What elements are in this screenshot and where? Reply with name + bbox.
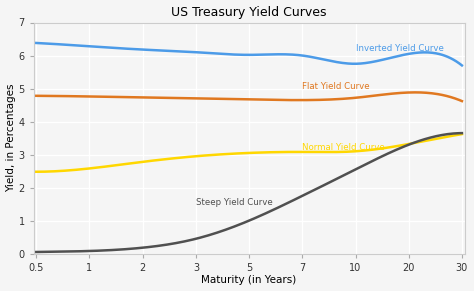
- Text: Steep Yield Curve: Steep Yield Curve: [196, 198, 273, 207]
- Y-axis label: Yield, in Percentages: Yield, in Percentages: [6, 84, 16, 192]
- Title: US Treasury Yield Curves: US Treasury Yield Curves: [171, 6, 327, 19]
- Text: Flat Yield Curve: Flat Yield Curve: [302, 82, 370, 91]
- Text: Normal Yield Curve: Normal Yield Curve: [302, 143, 385, 152]
- Text: Inverted Yield Curve: Inverted Yield Curve: [356, 44, 443, 53]
- X-axis label: Maturity (in Years): Maturity (in Years): [201, 276, 297, 285]
